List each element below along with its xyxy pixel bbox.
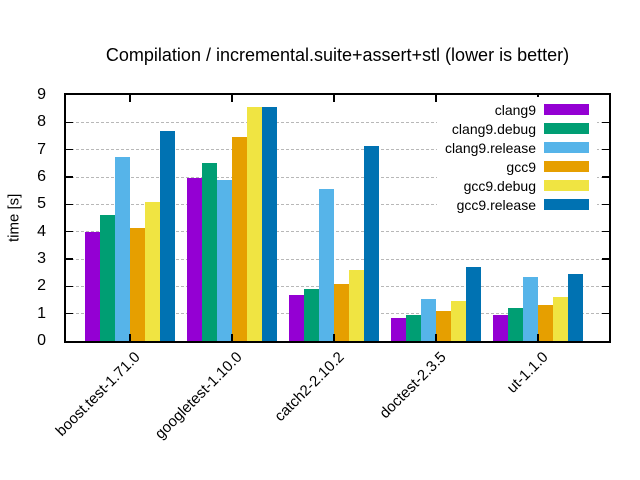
bar-gcc9.debug-4 — [553, 297, 568, 341]
legend-swatch-gcc9.debug — [544, 180, 589, 191]
bar-gcc9-2 — [334, 283, 349, 341]
y-tick-label: 2 — [37, 277, 46, 295]
x-tick-mark — [333, 334, 335, 341]
bar-gcc9.release-1 — [262, 107, 277, 341]
y-tick-label: 5 — [37, 195, 46, 213]
legend-label: gcc9 — [506, 158, 536, 175]
x-tick-mark — [129, 334, 131, 341]
bar-clang9.debug-2 — [304, 289, 319, 341]
y-tick-label: 7 — [37, 140, 46, 158]
y-tick-mark — [602, 148, 609, 151]
bar-gcc9-0 — [130, 227, 145, 341]
y-tick-mark — [602, 285, 609, 288]
bar-clang9-4 — [493, 315, 508, 341]
y-tick-mark — [66, 176, 73, 178]
y-tick-mark — [66, 148, 73, 151]
legend: clang9 clang9.debug clang9.release gcc9 gcc9… — [436, 97, 597, 217]
y-tick-mark — [602, 312, 609, 315]
legend-swatch-gcc9.release — [544, 199, 589, 210]
x-tick-label: catch2-2.10.2 — [271, 348, 348, 425]
bar-gcc9.release-0 — [160, 130, 175, 341]
x-tick-mark — [231, 334, 233, 341]
bar-clang9.debug-1 — [202, 163, 217, 341]
legend-swatch-clang9.debug — [544, 123, 589, 134]
x-tick-mark — [537, 334, 539, 341]
gridline-y3 — [66, 258, 609, 260]
y-tick-label: 0 — [37, 332, 46, 349]
y-tick-mark — [66, 258, 73, 260]
legend-swatch-clang9.release — [544, 142, 589, 153]
y-tick-label: 4 — [37, 222, 46, 240]
bar-clang9.release-4 — [523, 276, 538, 341]
gridline-y8 — [66, 122, 609, 124]
x-tick-mark — [333, 95, 335, 102]
bar-clang9.debug-4 — [508, 308, 523, 341]
bar-clang9.release-2 — [319, 189, 334, 341]
bar-clang9.release-0 — [115, 156, 130, 341]
legend-label: gcc9.debug — [463, 177, 536, 194]
bar-clang9-2 — [289, 294, 304, 341]
bar-gcc9.debug-0 — [145, 201, 160, 341]
x-tick-label: ut-1.1.0 — [503, 348, 552, 397]
legend-label: clang9.debug — [451, 120, 536, 137]
gridline-y4 — [66, 231, 609, 233]
bar-gcc9-4 — [538, 305, 553, 341]
legend-label: gcc9.release — [456, 196, 536, 213]
bar-gcc9-3 — [436, 310, 451, 341]
bar-clang9-0 — [85, 231, 100, 341]
bar-gcc9-1 — [232, 137, 247, 341]
y-tick-mark — [602, 230, 609, 233]
legend-item-clang9: clang9 — [445, 100, 589, 119]
legend-swatch-gcc9 — [544, 161, 589, 172]
x-tick-label: doctest-2.3.5 — [376, 348, 450, 422]
y-tick-mark — [66, 230, 73, 233]
bar-clang9.release-1 — [217, 179, 232, 341]
legend-swatch-clang9 — [544, 104, 589, 115]
legend-label: clang9 — [494, 101, 536, 118]
gridline-y7 — [66, 149, 609, 151]
legend-label: clang9.release — [444, 139, 536, 156]
x-tick-label: googletest-1.10.0 — [151, 348, 246, 443]
bar-gcc9.debug-3 — [451, 301, 466, 341]
gridline-y6 — [66, 176, 609, 178]
legend-item-gcc9: gcc9 — [445, 157, 589, 176]
y-tick-mark — [602, 176, 609, 178]
bar-clang9-1 — [187, 178, 202, 341]
legend-item-clang9.debug: clang9.debug — [445, 119, 589, 138]
bar-gcc9.debug-1 — [247, 107, 262, 341]
x-tick-mark — [435, 334, 437, 341]
x-tick-mark — [231, 95, 233, 102]
y-tick-mark — [66, 312, 73, 315]
y-tick-mark — [602, 258, 609, 260]
bar-clang9.debug-3 — [406, 315, 421, 341]
bar-gcc9.release-2 — [364, 145, 379, 341]
x-tick-mark — [129, 95, 131, 102]
gridline-y5 — [66, 204, 609, 206]
bar-clang9.release-3 — [421, 298, 436, 341]
chart-title: Compilation / incremental.suite+assert+s… — [105, 45, 570, 65]
y-tick-mark — [66, 121, 73, 124]
y-tick-mark — [602, 121, 609, 124]
y-tick-label: 6 — [37, 168, 46, 185]
y-tick-mark — [602, 203, 609, 206]
legend-item-gcc9.release: gcc9.release — [445, 195, 589, 214]
y-tick-mark — [66, 203, 73, 206]
y-tick-label: 9 — [37, 86, 46, 103]
y-tick-mark — [66, 285, 73, 288]
y-tick-label: 8 — [37, 113, 46, 131]
bar-clang9.debug-0 — [100, 215, 115, 341]
y-tick-label: 1 — [37, 304, 46, 322]
legend-item-gcc9.debug: gcc9.debug — [445, 176, 589, 195]
y-tick-label: 3 — [37, 250, 46, 267]
legend-item-clang9.release: clang9.release — [445, 138, 589, 157]
bar-gcc9.release-4 — [568, 274, 583, 341]
bar-gcc9.debug-2 — [349, 269, 364, 341]
x-tick-mark — [435, 95, 437, 102]
bar-clang9-3 — [391, 317, 406, 341]
bar-gcc9.release-3 — [466, 267, 481, 341]
